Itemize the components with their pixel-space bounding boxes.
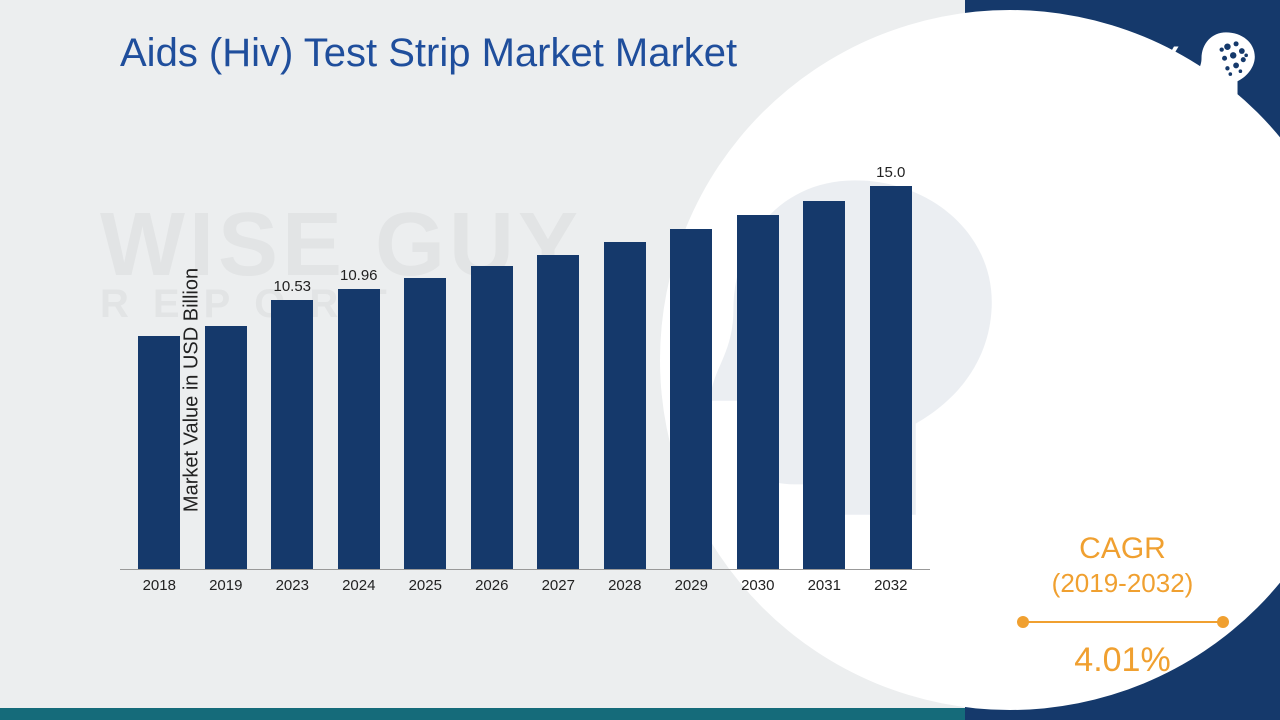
chart-plot: 10.5310.9615.0 2018201920232024202520262… bbox=[120, 160, 930, 570]
chart-area: Market Value in USD Billion 10.5310.9615… bbox=[60, 160, 940, 620]
bar-slot: 10.96 bbox=[326, 160, 393, 569]
bar-value-label: 10.53 bbox=[273, 278, 311, 295]
cagr-block: CAGR (2019-2032) 4.01% bbox=[965, 532, 1280, 680]
bar-slot bbox=[392, 160, 459, 569]
x-tick: 2025 bbox=[392, 577, 459, 594]
bar bbox=[205, 326, 247, 569]
x-tick: 2026 bbox=[459, 577, 526, 594]
bar: 10.96 bbox=[338, 289, 380, 569]
logo-suffix: GUY bbox=[1103, 41, 1180, 74]
bar bbox=[604, 242, 646, 569]
bar-value-label: 10.96 bbox=[340, 267, 378, 284]
bar-slot bbox=[459, 160, 526, 569]
bar-slot bbox=[525, 160, 592, 569]
logo-text: WISE GUY R E P O R T S bbox=[992, 41, 1180, 88]
bar-slot bbox=[791, 160, 858, 569]
logo-head-icon bbox=[1190, 28, 1262, 100]
x-tick: 2023 bbox=[259, 577, 326, 594]
x-tick: 2029 bbox=[658, 577, 725, 594]
bar bbox=[404, 278, 446, 569]
bar-slot: 15.0 bbox=[858, 160, 925, 569]
logo-prefix: WISE bbox=[1022, 41, 1103, 74]
logo-main: WISE GUY bbox=[992, 41, 1180, 75]
bar-slot bbox=[592, 160, 659, 569]
x-axis-labels: 2018201920232024202520262027202820292030… bbox=[120, 569, 930, 594]
cagr-value: 4.01% bbox=[965, 641, 1280, 680]
left-panel: Aids (Hiv) Test Strip Market Market WISE… bbox=[0, 0, 965, 720]
cagr-title: CAGR bbox=[965, 532, 1280, 566]
x-tick: 2028 bbox=[592, 577, 659, 594]
bar bbox=[138, 336, 180, 569]
x-tick: 2030 bbox=[725, 577, 792, 594]
bar bbox=[537, 255, 579, 569]
chart-title: Aids (Hiv) Test Strip Market Market bbox=[120, 30, 737, 76]
x-tick: 2032 bbox=[858, 577, 925, 594]
bar-value-label: 15.0 bbox=[876, 164, 905, 181]
x-tick: 2031 bbox=[791, 577, 858, 594]
bar-slot bbox=[725, 160, 792, 569]
x-tick: 2018 bbox=[126, 577, 193, 594]
x-tick: 2027 bbox=[525, 577, 592, 594]
bar: 15.0 bbox=[870, 186, 912, 569]
bar bbox=[803, 201, 845, 569]
bar-slot: 10.53 bbox=[259, 160, 326, 569]
bar bbox=[471, 266, 513, 569]
bar bbox=[670, 229, 712, 569]
cagr-period: (2019-2032) bbox=[965, 568, 1280, 599]
bar-slot bbox=[658, 160, 725, 569]
x-tick: 2024 bbox=[326, 577, 393, 594]
bar: 10.53 bbox=[271, 300, 313, 569]
cagr-divider bbox=[1023, 621, 1223, 623]
bar-slot bbox=[193, 160, 260, 569]
x-tick: 2019 bbox=[193, 577, 260, 594]
bars-container: 10.53 10.96 15.0 bbox=[120, 160, 930, 569]
bar-slot bbox=[126, 160, 193, 569]
bottom-accent-strip bbox=[0, 708, 965, 720]
logo-subtitle: R E P O R T S bbox=[992, 73, 1180, 88]
bar bbox=[737, 215, 779, 569]
brand-logo: WISE GUY R E P O R T S bbox=[992, 28, 1262, 100]
